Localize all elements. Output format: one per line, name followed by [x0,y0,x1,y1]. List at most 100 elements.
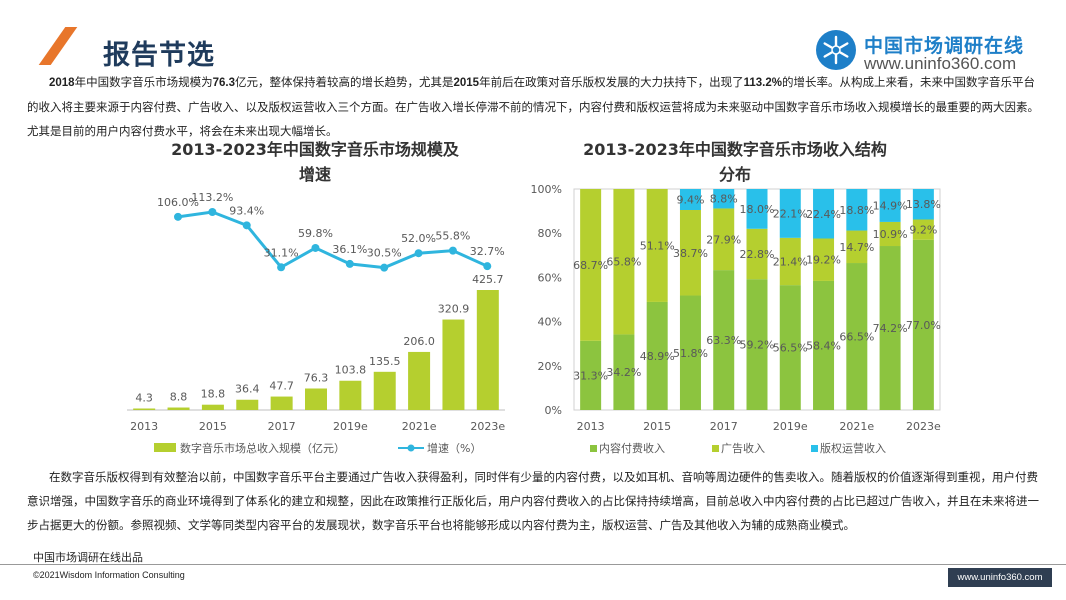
chart1-growth-label: 59.8% [298,227,333,240]
brand-logo: 中国市场调研在线 www.uninfo360.com [816,28,1056,74]
chart2-segment-label: 22.8% [740,248,775,261]
chart1-growth-point [345,259,354,268]
chart1-legend-bar-swatch [154,443,176,452]
chart1-legend-line-marker [407,444,415,452]
chart2-segment-label: 68.7% [573,259,608,272]
chart1-bar [167,407,190,410]
chart2-x-tick-label: 2017 [710,420,738,433]
chart2-bar-segment [912,189,934,220]
chart2-segment-label: 14.9% [873,199,908,212]
chart1-legend-bar-label: 数字音乐市场总收入规模（亿元） [180,441,345,455]
intro-text-run: 年前后在政策对音乐版权发展的大力扶持下，出现了 [479,75,744,89]
chart2-title: 2013-2023年中国数字音乐市场收入结构 分布 [560,137,910,187]
chart1-bar-label: 76.3 [304,371,329,384]
intro-text-run: 2018 [49,77,75,89]
chart2-bar-segment [846,230,868,264]
footer-copyright: ©2021Wisdom Information Consulting [33,570,185,580]
chart1-growth-label: 113.2% [191,191,233,204]
chart1-growth-point [380,263,389,272]
chart1-growth-label: 32.7% [470,245,505,258]
chart2-bar-segment [580,340,602,410]
chart1-x-tick-label: 2013 [130,420,158,433]
chart2-y-tick-label: 20% [538,360,562,373]
chart2-bar-segment [846,263,868,410]
chart1-growth-label: 36.1% [332,243,367,256]
chart2-bar-segment [746,279,768,410]
chart-title-line: 增速 [298,165,331,184]
chart2-bar-segment [846,189,868,231]
logo-snowflake-icon [816,30,856,70]
chart2-bar-segment [679,209,701,296]
chart2-segment-label: 63.3% [706,334,741,347]
chart2-x-tick-label: 2013 [577,420,605,433]
chart1-x-tick-label: 2019e [333,420,368,433]
chart2-segment-label: 18.0% [740,203,775,216]
chart-title-line: 2013-2023年中国数字音乐市场规模及 [171,140,459,159]
chart1-growth-line [177,210,488,270]
chart2-x-tick-label: 2019e [773,420,808,433]
chart1-growth-point [414,249,423,258]
chart1-bar [133,408,156,410]
chart2-segment-label: 51.1% [640,239,675,252]
logo-url: www.uninfo360.com [864,54,1017,73]
chart2-segment-label: 74.2% [873,322,908,335]
chart2-bar-segment [779,189,801,238]
chart2-bar-segment [813,238,835,281]
chart2-bar-segment [813,189,835,239]
chart1-bar-label: 36.4 [235,383,260,396]
chart1-x-tick-label: 2021e [402,420,437,433]
chart2-segment-label: 10.9% [873,228,908,241]
chart1-bar-label: 206.0 [403,335,435,348]
chart2-legend-label: 内容付费收入 [599,441,665,455]
chart1-growth-point [242,221,251,230]
intro-text-run: 113.2% [743,77,782,89]
chart-title-line: 2013-2023年中国数字音乐市场收入结构 [583,140,887,159]
footer-url-link[interactable]: www.uninfo360.com [948,568,1052,587]
chart2-segment-label: 9.4% [676,194,704,207]
chart1-growth-point [448,246,457,255]
intro-text-run: 76.3 [212,77,235,89]
chart2-segment-label: 77.0% [906,319,941,332]
chart2-legend-swatch [590,445,597,452]
chart2-segment-label: 65.8% [606,256,641,269]
chart2-segment-label: 31.3% [573,369,608,382]
chart1-x-tick-label: 2017 [268,420,296,433]
chart2-bar-segment [580,189,602,341]
chart1-bar-label: 320.9 [438,303,470,316]
chart2-bar-segment [613,189,635,335]
chart1-bar-label: 47.7 [269,380,294,393]
chart2-bar-segment [679,295,701,410]
chart2-bar-segment [746,189,768,229]
chart1-growth-point [277,263,286,272]
chart1-bar-label: 18.8 [201,388,226,401]
chart1-growth-label: 106.0% [157,196,199,209]
chart2-bar-segment [779,237,801,286]
chart1-growth-point [174,212,182,221]
footer-publisher: 中国市场调研在线出品 [33,551,143,564]
chart1-bar-label: 425.7 [472,273,504,286]
chart1-growth-label: 52.0% [401,232,436,245]
logo-name: 中国市场调研在线 [864,35,1025,57]
chart1-title: 2013-2023年中国数字音乐市场规模及 增速 [140,137,490,187]
chart2-y-tick-label: 60% [538,271,562,284]
chart1-bar [408,351,431,410]
chart1-bar [305,388,327,410]
intro-paragraph: 2018年中国数字音乐市场规模为76.3亿元，整体保持着较高的增长趋势，尤其是2… [27,70,1042,143]
chart2-segment-label: 38.7% [673,247,708,260]
chart1-growth-point [208,208,217,216]
chart2-bar-segment [646,189,668,302]
chart2-segment-label: 19.2% [806,254,841,267]
chart2-segment-label: 48.9% [640,350,675,363]
chart-title-line: 分布 [718,165,751,184]
chart2-segment-label: 34.2% [606,366,641,379]
chart2-segment-label: 59.2% [740,339,775,352]
chart1-legend-line-label: 增速（%） [427,441,481,455]
intro-text-run: 2015 [453,77,480,89]
chart1-growth-point [311,243,320,252]
chart2-segment-label: 21.4% [773,255,808,268]
chart2-x-tick-label: 2015 [643,420,671,433]
chart2-bar-segment [613,334,635,410]
chart1-x-tick-label: 2015 [199,420,227,433]
chart2-bar-segment [646,301,668,410]
